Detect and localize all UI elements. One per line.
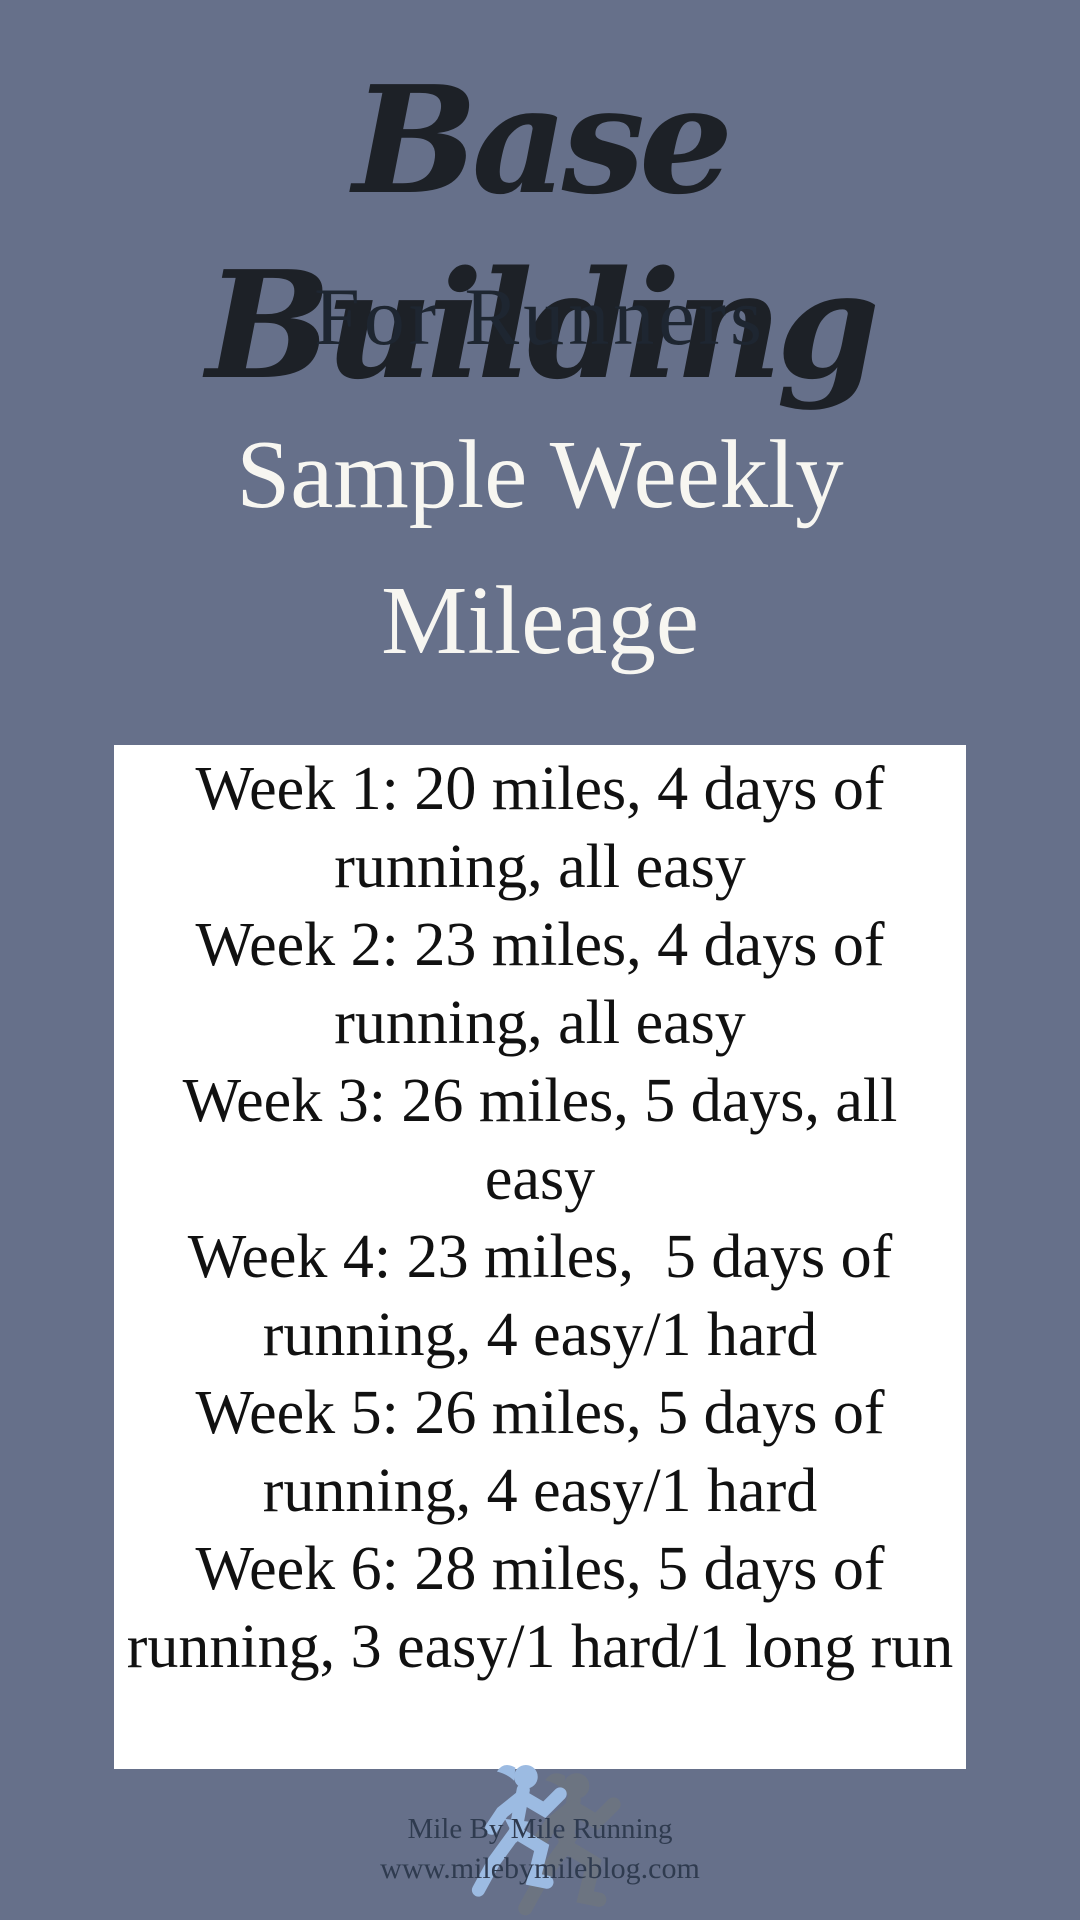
- website-url: www.milebymileblog.com: [380, 1852, 700, 1885]
- runner-icon: [471, 1764, 567, 1897]
- mileage-entry: Week 1: 20 miles, 4 days of running, all…: [195, 755, 900, 901]
- mileage-entry: Week 4: 23 miles, 5 days of running, 4 e…: [187, 1223, 908, 1369]
- mileage-entry: Week 2: 23 miles, 4 days of running, all…: [195, 911, 900, 1057]
- mileage-entry: Week 6: 28 miles, 5 days of running, 3 e…: [126, 1535, 954, 1681]
- title-script: Base Building: [206, 53, 880, 412]
- heading-text: Sample Weekly Mileage: [236, 421, 844, 674]
- heading: Sample Weekly Mileage: [0, 402, 1080, 693]
- mileage-entry: Week 3: 26 miles, 5 days, all easy: [182, 1067, 913, 1213]
- footer: Mile By Mile Running www.milebymileblog.…: [0, 1755, 1080, 1920]
- brand-name: Mile By Mile Running: [407, 1813, 673, 1845]
- subtitle: For Runners: [314, 271, 766, 362]
- mileage-box: Week 1: 20 miles, 4 days of running, all…: [114, 745, 966, 1769]
- mileage-entry: Week 5: 26 miles, 5 days of running, 4 e…: [195, 1379, 900, 1525]
- runner-logo-icon: [471, 1764, 621, 1916]
